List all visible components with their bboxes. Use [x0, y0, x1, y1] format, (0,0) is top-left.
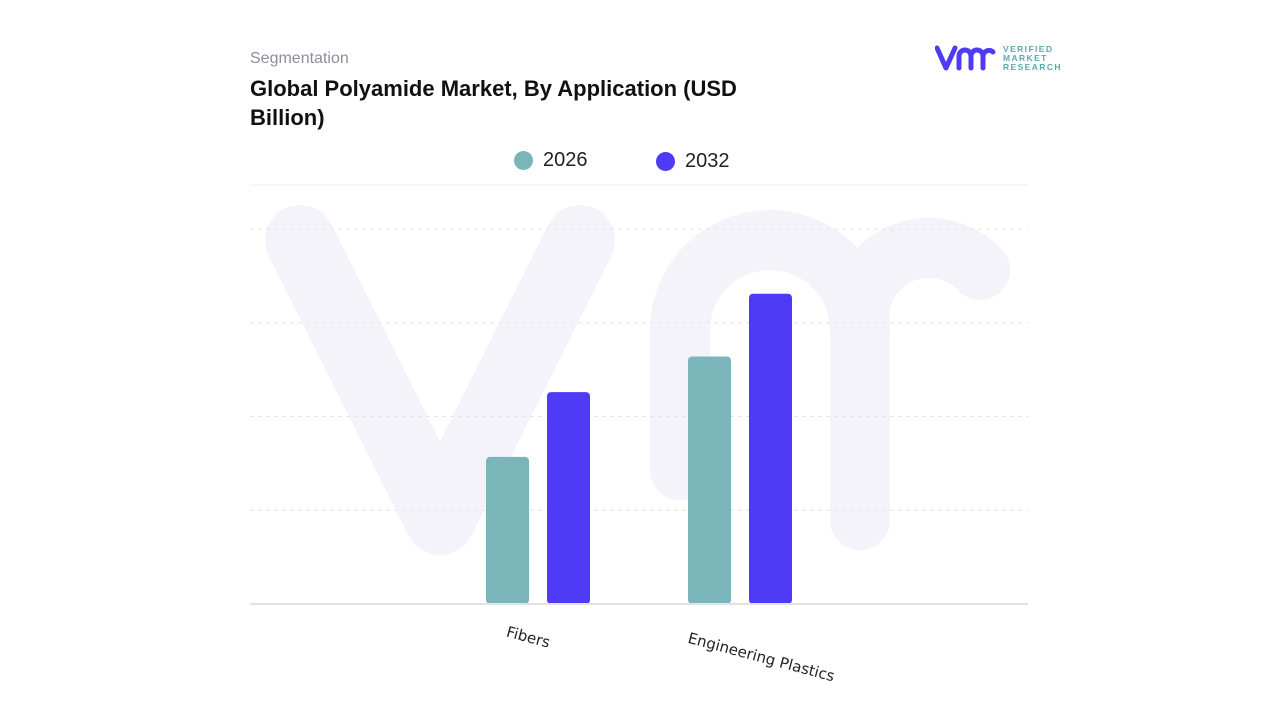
logo-line: RESEARCH — [1003, 61, 1062, 72]
x-tick-label: Fibers — [505, 623, 553, 652]
segment-label: Segmentation — [250, 50, 349, 67]
bar-2026-fibers[interactable] — [486, 456, 529, 604]
x-tick-label: Engineering Plastics — [686, 629, 837, 686]
watermark-mr — [650, 210, 1010, 550]
bar-2032-fibers[interactable] — [547, 392, 590, 604]
vmr-logo-icon — [935, 45, 996, 71]
watermark — [265, 205, 1010, 555]
chart-title: Global Polyamide Market, By Application … — [250, 76, 737, 130]
legend-swatch — [656, 152, 675, 171]
bar-2026-engineering-plastics[interactable] — [688, 356, 731, 605]
brand-logo: VERIFIED MARKET RESEARCH — [935, 44, 1062, 72]
legend-item-2032[interactable]: 2032 — [656, 150, 730, 173]
legend-label: 2032 — [685, 150, 730, 172]
logo-line: VERIFIED — [1003, 43, 1054, 54]
legend-item-2026[interactable]: 2026 — [514, 149, 588, 172]
legend-swatch — [514, 151, 533, 170]
legend-label: 2026 — [543, 149, 588, 171]
watermark-v — [265, 205, 615, 555]
legend: 2026 2032 — [0, 149, 1280, 175]
logo-line: MARKET — [1003, 52, 1048, 63]
bar-2032-engineering-plastics[interactable] — [749, 293, 792, 604]
